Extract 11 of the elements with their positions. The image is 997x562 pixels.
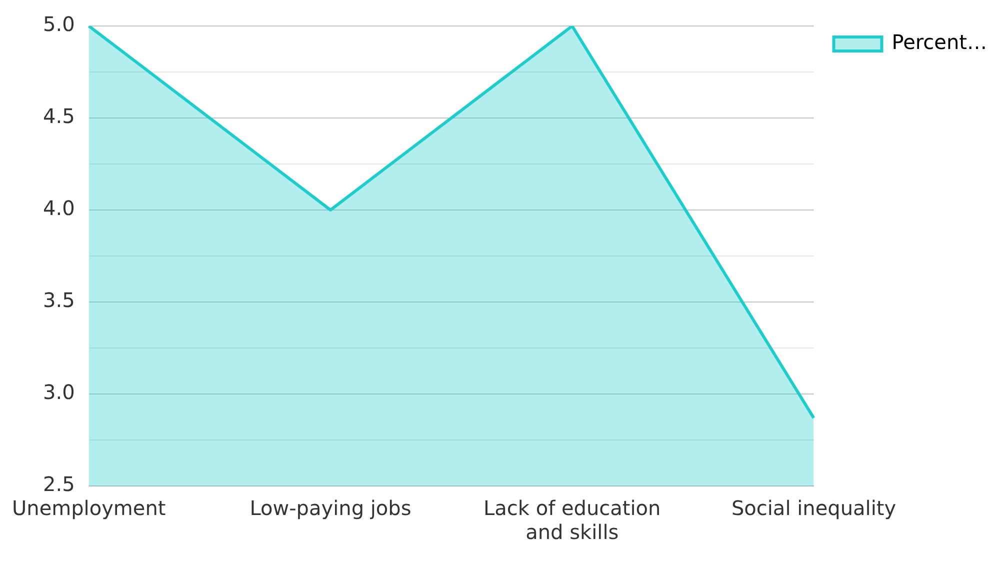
legend-label: Percent… xyxy=(892,30,988,54)
x-tick-label: Low-paying jobs xyxy=(250,496,412,520)
y-tick-label: 4.0 xyxy=(43,196,75,220)
y-tick-label: 5.0 xyxy=(43,12,75,36)
y-tick-label: 4.5 xyxy=(43,104,75,128)
y-tick-label: 2.5 xyxy=(43,472,75,496)
y-tick-label: 3.0 xyxy=(43,380,75,404)
x-tick-label: Unemployment xyxy=(12,496,166,520)
x-tick-label: Lack of education and skills xyxy=(484,496,661,544)
x-tick-label: Social inequality xyxy=(731,496,896,520)
y-tick-label: 3.5 xyxy=(43,288,75,312)
